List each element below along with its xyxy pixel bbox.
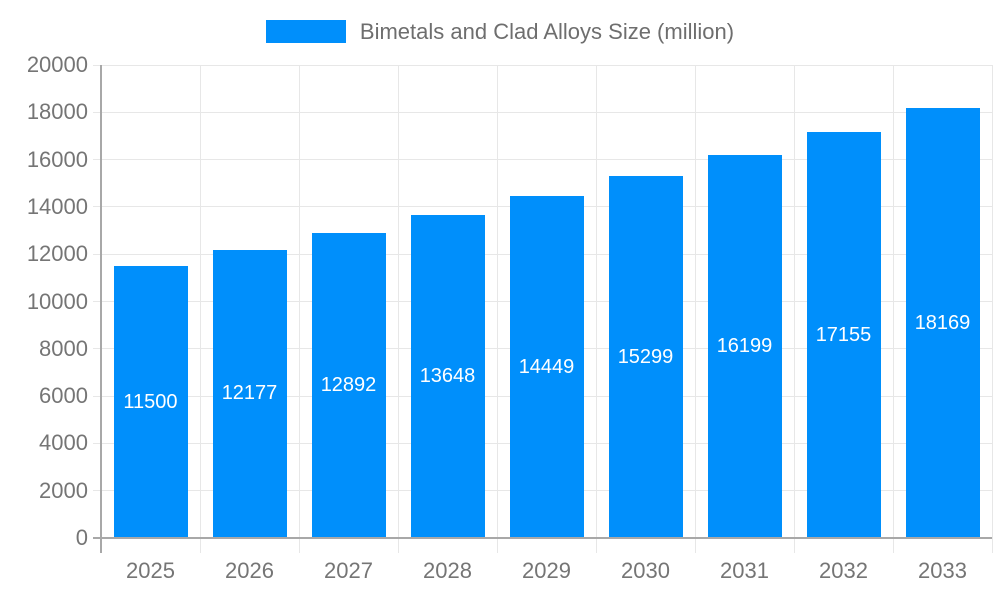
bar-value-label: 14449 — [518, 355, 575, 378]
bar-value-label: 13648 — [419, 365, 476, 388]
y-axis-tick-label: 10000 — [26, 288, 88, 314]
x-axis-tick-label: 2026 — [225, 558, 274, 583]
x-gridline — [496, 65, 498, 553]
legend-swatch-icon — [265, 20, 346, 43]
bar-value-label: 15299 — [617, 345, 674, 368]
x-gridline — [694, 65, 696, 553]
y-axis-tick-label: 20000 — [26, 52, 88, 77]
x-axis-tick-label: 2029 — [522, 558, 571, 583]
x-gridline — [199, 65, 201, 553]
bar: 18169 — [905, 108, 980, 538]
y-axis-line — [100, 65, 102, 553]
x-axis-tick-label: 2030 — [621, 558, 670, 583]
x-gridline — [892, 65, 894, 553]
x-gridline — [397, 65, 399, 553]
x-axis-tick-label: 2027 — [324, 558, 373, 583]
bar: 12892 — [311, 233, 386, 538]
plot-area: 0 2000 4000 6000 8000 10000 12000 14000 16000 180… — [27, 54, 993, 582]
legend-item[interactable]: Bimetals and Clad Alloys Size (million) — [0, 18, 1000, 45]
x-gridline — [298, 65, 300, 553]
x-axis-tick-label: 2031 — [720, 558, 769, 583]
x-gridline — [991, 65, 993, 553]
y-axis-tick-label: 8000 — [39, 335, 88, 361]
bar-value-label: 12177 — [221, 382, 278, 405]
x-gridline — [793, 65, 795, 553]
x-axis-tick-label: 2025 — [126, 558, 175, 583]
legend-label: Bimetals and Clad Alloys Size (million) — [359, 19, 735, 44]
x-axis-tick-label: 2028 — [423, 558, 472, 583]
bar-value-label: 11500 — [123, 390, 178, 413]
y-gridline — [93, 159, 992, 161]
bar: 11500 — [113, 266, 188, 538]
bar: 15299 — [608, 176, 683, 538]
bar-value-label: 18169 — [914, 311, 971, 334]
bar-value-label: 12892 — [320, 374, 377, 397]
y-axis-tick-label: 4000 — [39, 430, 88, 456]
bar: 12177 — [212, 250, 287, 538]
bar-value-label: 16199 — [716, 334, 773, 357]
x-axis-tick-label: 2032 — [819, 558, 868, 583]
y-axis-tick-label: 16000 — [26, 146, 88, 172]
x-gridline — [595, 65, 597, 553]
y-axis-tick-label: 12000 — [26, 241, 88, 267]
y-gridline — [93, 111, 992, 113]
bar: 14449 — [509, 196, 584, 538]
y-axis-tick-label: 6000 — [39, 383, 88, 409]
bar: 13648 — [410, 215, 485, 538]
y-axis-tick-label: 0 — [75, 525, 88, 550]
bar-value-label: 17155 — [815, 323, 872, 346]
x-axis-line — [93, 537, 992, 539]
y-axis-tick-label: 18000 — [26, 99, 88, 125]
bar: 16199 — [707, 154, 782, 538]
y-axis-tick-label: 14000 — [26, 193, 88, 219]
bar: 17155 — [806, 132, 881, 538]
y-gridline — [93, 64, 992, 66]
x-axis-tick-label: 2033 — [918, 558, 967, 583]
y-axis-tick-label: 2000 — [39, 477, 88, 503]
